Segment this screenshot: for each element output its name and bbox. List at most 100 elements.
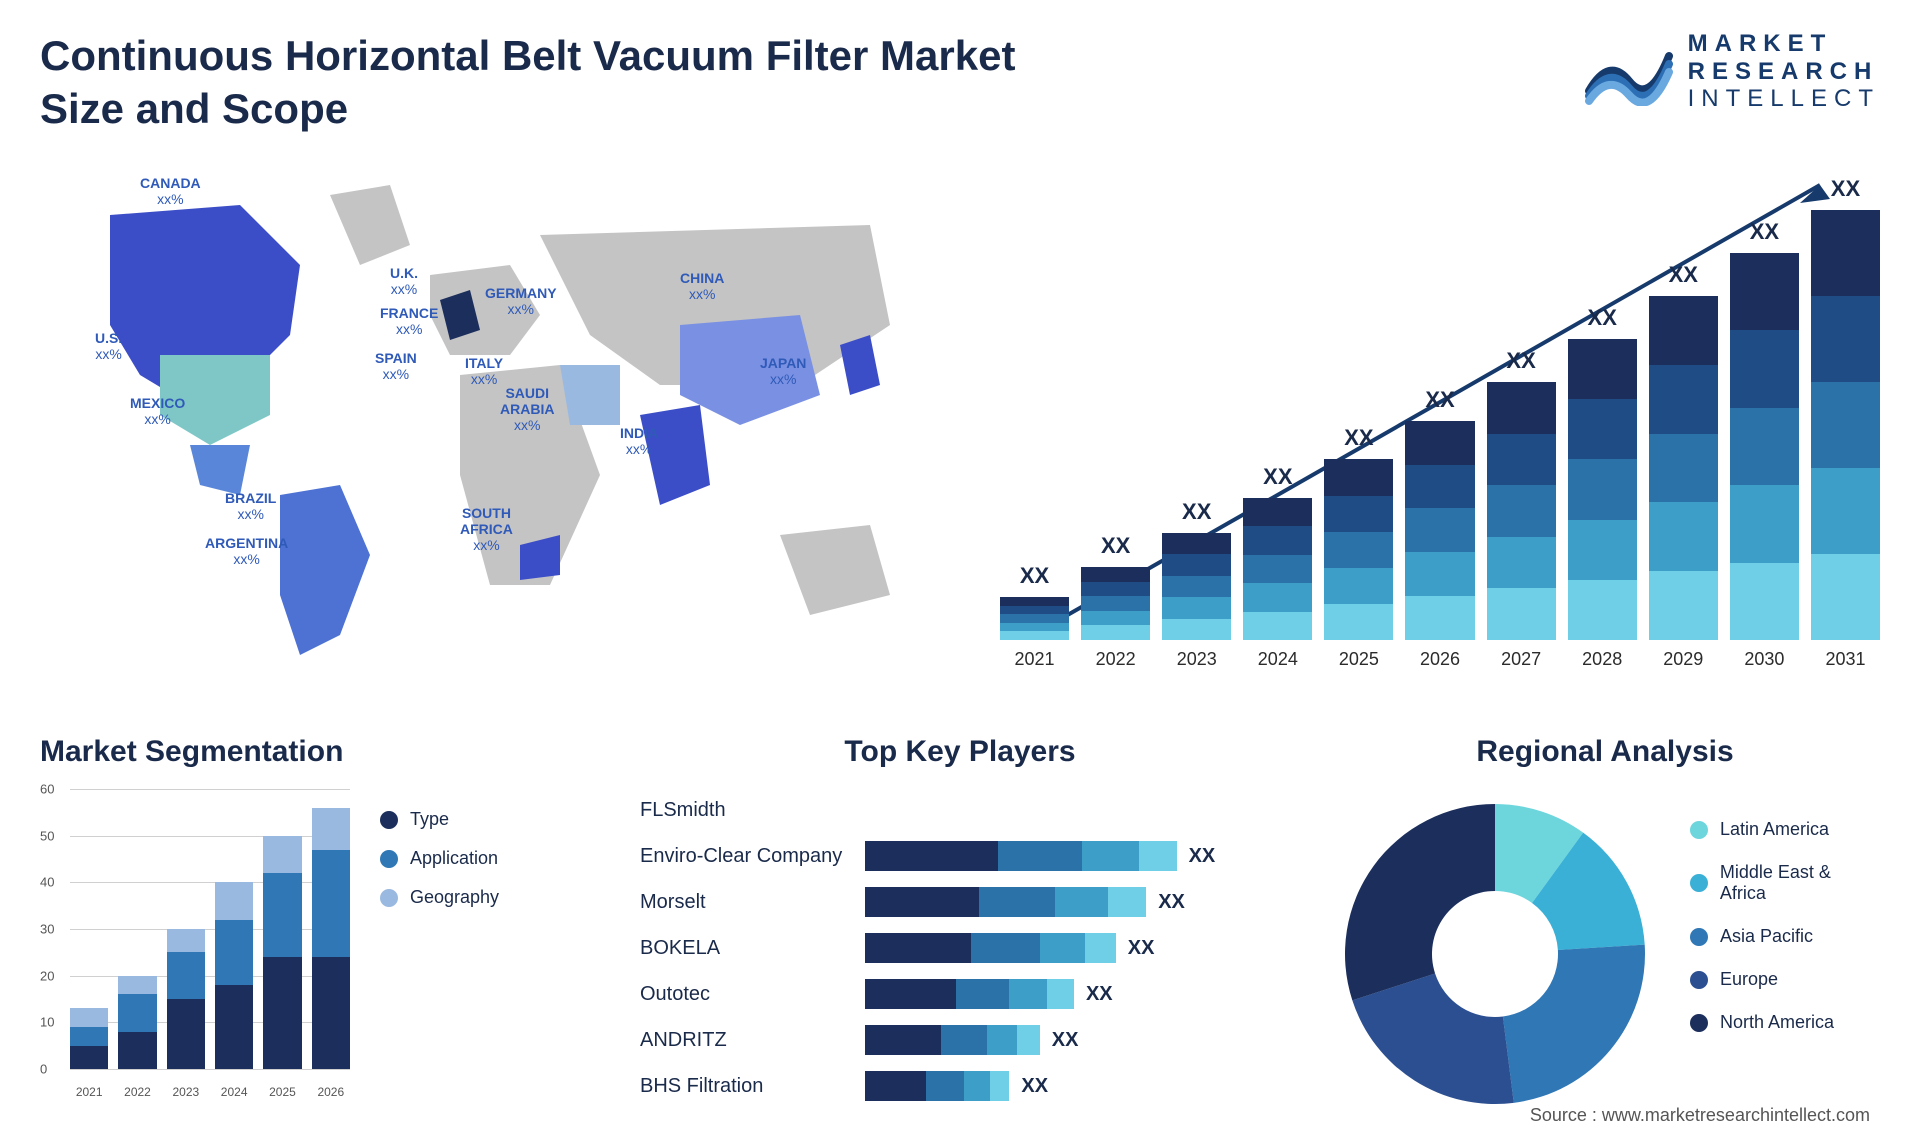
forecast-chart: XXXXXXXXXXXXXXXXXXXXXX 20212022202320242… xyxy=(1000,155,1880,695)
segmentation-panel: Market Segmentation 20212022202320242025… xyxy=(40,735,590,1119)
forecast-xtick: 2028 xyxy=(1568,649,1637,670)
forecast-xtick: 2030 xyxy=(1730,649,1799,670)
legend-dot-icon xyxy=(1690,928,1708,946)
forecast-bar-label: XX xyxy=(1020,563,1049,589)
player-value: XX xyxy=(1189,845,1216,868)
donut-slice xyxy=(1345,804,1495,1000)
map-label: CHINAxx% xyxy=(680,270,724,302)
seg-ytick: 60 xyxy=(40,782,54,797)
legend-dot-icon xyxy=(380,811,398,829)
map-label: INDIAxx% xyxy=(620,425,658,457)
seg-ytick: 50 xyxy=(40,828,54,843)
player-bar xyxy=(865,841,1177,871)
legend-item: Asia Pacific xyxy=(1690,926,1880,947)
map-label: SOUTHAFRICAxx% xyxy=(460,505,513,553)
segmentation-xaxis: 202120222023202420252026 xyxy=(70,1085,350,1099)
forecast-bar-label: XX xyxy=(1425,387,1454,413)
world-map-panel: CANADAxx%U.S.xx%MEXICOxx%BRAZILxx%ARGENT… xyxy=(40,155,940,695)
player-name: FLSmidth xyxy=(640,799,855,822)
segmentation-bars-wrap: 202120222023202420252026 0102030405060 xyxy=(40,789,350,1099)
forecast-bar-label: XX xyxy=(1831,176,1860,202)
source-note: Source : www.marketresearchintellect.com xyxy=(1530,1105,1870,1126)
donut-chart xyxy=(1330,789,1660,1119)
player-name: BHS Filtration xyxy=(640,1075,855,1098)
player-row: Outotec XX xyxy=(640,973,1280,1015)
seg-xtick: 2023 xyxy=(167,1085,205,1099)
logo-waves-icon xyxy=(1584,36,1674,106)
legend-item: Application xyxy=(380,848,499,869)
map-label: SAUDIARABIAxx% xyxy=(500,385,554,433)
seg-bar xyxy=(263,836,301,1069)
map-label: ARGENTINAxx% xyxy=(205,535,288,567)
forecast-bar: XX xyxy=(1487,382,1556,640)
forecast-xtick: 2022 xyxy=(1081,649,1150,670)
player-value: XX xyxy=(1052,1029,1079,1052)
seg-xtick: 2022 xyxy=(118,1085,156,1099)
legend-item: Europe xyxy=(1690,969,1880,990)
player-name: BOKELA xyxy=(640,937,855,960)
map-label: ITALYxx% xyxy=(465,355,503,387)
regional-panel-wrap: Regional Analysis Latin AmericaMiddle Ea… xyxy=(1330,735,1880,1119)
segmentation-chart: 202120222023202420252026 0102030405060 T… xyxy=(40,789,590,1099)
player-row: MorseltXX xyxy=(640,881,1280,923)
seg-bar xyxy=(70,1008,108,1069)
forecast-bar-label: XX xyxy=(1750,219,1779,245)
key-players-panel: Top Key Players FLSmidthEnviro-Clear Com… xyxy=(640,735,1280,1119)
map-label: U.S.xx% xyxy=(95,330,122,362)
player-row: BHS FiltrationXX xyxy=(640,1065,1280,1107)
map-label: FRANCExx% xyxy=(380,305,438,337)
seg-xtick: 2021 xyxy=(70,1085,108,1099)
legend-item: Geography xyxy=(380,887,499,908)
logo: MARKET RESEARCH INTELLECT xyxy=(1584,30,1880,113)
forecast-bars: XXXXXXXXXXXXXXXXXXXXXX xyxy=(1000,185,1880,640)
header: Continuous Horizontal Belt Vacuum Filter… xyxy=(40,30,1880,135)
player-name: ANDRITZ xyxy=(640,1029,855,1052)
forecast-xtick: 2024 xyxy=(1243,649,1312,670)
player-value: XX xyxy=(1128,937,1155,960)
forecast-bar-label: XX xyxy=(1506,348,1535,374)
legend-item: North America xyxy=(1690,1012,1880,1033)
segmentation-bars xyxy=(70,789,350,1069)
seg-xtick: 2024 xyxy=(215,1085,253,1099)
forecast-bar: XX xyxy=(1405,421,1474,640)
player-name: Morselt xyxy=(640,891,855,914)
forecast-xtick: 2023 xyxy=(1162,649,1231,670)
donut-slice xyxy=(1503,945,1645,1103)
seg-ytick: 40 xyxy=(40,875,54,890)
seg-bar xyxy=(118,976,156,1069)
map-label: JAPANxx% xyxy=(760,355,806,387)
player-bar xyxy=(865,1071,1009,1101)
regional-title: Regional Analysis xyxy=(1330,735,1880,769)
regional-legend: Latin AmericaMiddle East & AfricaAsia Pa… xyxy=(1690,789,1880,1033)
player-bar xyxy=(865,887,1146,917)
legend-item: Middle East & Africa xyxy=(1690,862,1880,904)
legend-item: Type xyxy=(380,809,499,830)
seg-ytick: 0 xyxy=(40,1062,47,1077)
seg-bar xyxy=(312,808,350,1069)
forecast-bar: XX xyxy=(1243,498,1312,640)
map-label: BRAZILxx% xyxy=(225,490,276,522)
forecast-bar-label: XX xyxy=(1263,464,1292,490)
forecast-xtick: 2025 xyxy=(1324,649,1393,670)
forecast-xtick: 2021 xyxy=(1000,649,1069,670)
forecast-xtick: 2026 xyxy=(1405,649,1474,670)
player-name: Outotec xyxy=(640,983,855,1006)
segmentation-title: Market Segmentation xyxy=(40,735,590,769)
donut-slice xyxy=(1352,973,1513,1104)
donut-wrap xyxy=(1330,789,1660,1119)
seg-bar xyxy=(167,929,205,1069)
player-row: BOKELA XX xyxy=(640,927,1280,969)
forecast-xtick: 2031 xyxy=(1811,649,1880,670)
forecast-bar: XX xyxy=(1000,597,1069,640)
seg-ytick: 10 xyxy=(40,1015,54,1030)
forecast-xtick: 2027 xyxy=(1487,649,1556,670)
players-list: FLSmidthEnviro-Clear CompanyXXMorseltXXB… xyxy=(640,789,1280,1107)
bottom-row: Market Segmentation 20212022202320242025… xyxy=(40,735,1880,1119)
player-value: XX xyxy=(1086,983,1113,1006)
seg-bar xyxy=(215,882,253,1069)
player-name: Enviro-Clear Company xyxy=(640,845,855,868)
forecast-bar-label: XX xyxy=(1101,533,1130,559)
forecast-bar: XX xyxy=(1162,533,1231,641)
map-label: SPAINxx% xyxy=(375,350,417,382)
player-bar xyxy=(865,979,1074,1009)
